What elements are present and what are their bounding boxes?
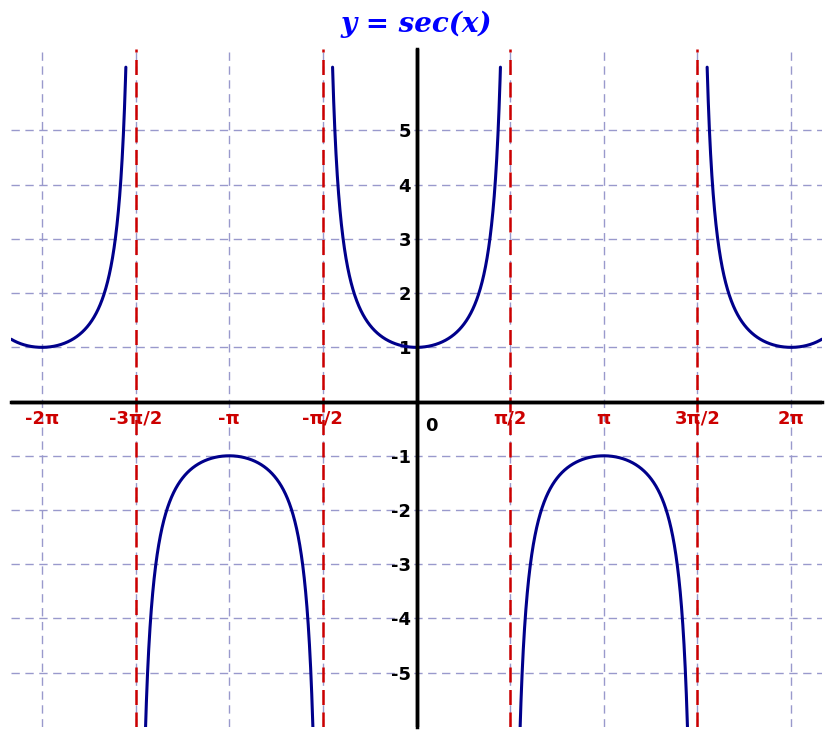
Title: y = sec(x): y = sec(x) [341,11,492,38]
Text: 0: 0 [426,417,438,435]
